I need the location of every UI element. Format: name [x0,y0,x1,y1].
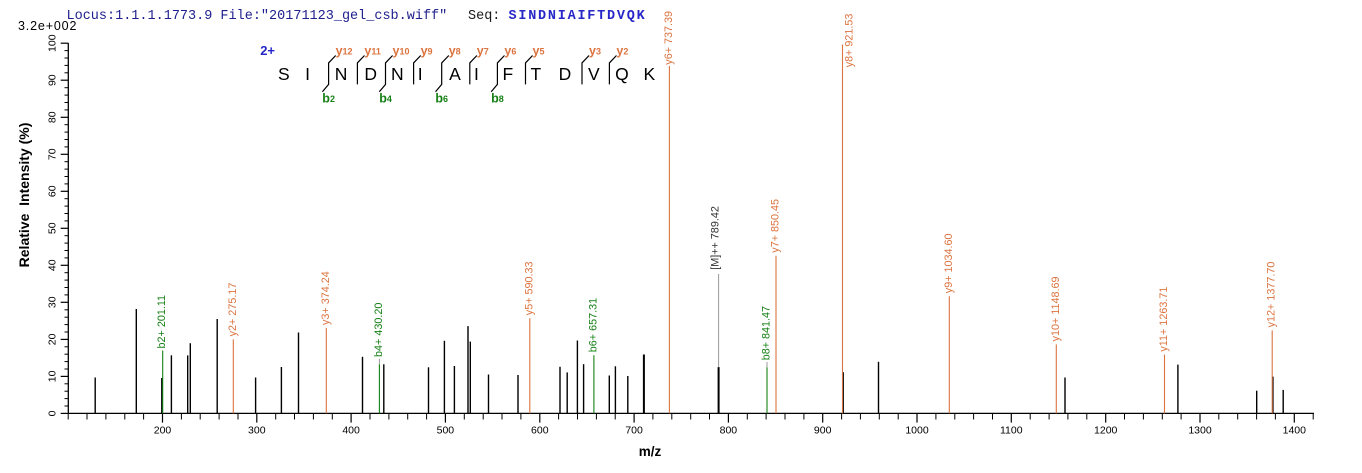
svg-text:y9+ 1034.60: y9+ 1034.60 [943,233,955,293]
svg-text:y8+ 921.53: y8+ 921.53 [844,14,856,68]
svg-text:SINDNIAIFTDVQK: SINDNIAIFTDVQK [509,9,647,24]
svg-text:[M]++ 789.42: [M]++ 789.42 [709,206,721,270]
svg-text:T: T [531,64,542,84]
svg-text:m/z: m/z [639,444,662,459]
svg-text:Locus:1.1.1.1773.9 File:"20171: Locus:1.1.1.1773.9 File:"20171123_gel_cs… [67,9,448,24]
svg-text:y2: y2 [616,44,628,58]
svg-text:3.2e+002: 3.2e+002 [18,19,77,33]
svg-text:Seq:: Seq: [468,9,500,24]
svg-text:y6+ 737.39: y6+ 737.39 [663,11,675,65]
svg-text:10: 10 [47,370,59,382]
svg-text:N: N [335,64,348,84]
svg-text:b6: b6 [435,92,448,106]
svg-text:y5: y5 [533,44,545,58]
svg-text:1200: 1200 [1094,425,1118,437]
svg-text:y5+ 590.33: y5+ 590.33 [523,261,535,315]
svg-text:y7+ 850.45: y7+ 850.45 [770,199,782,253]
svg-text:300: 300 [248,425,266,437]
svg-text:b4: b4 [379,92,392,106]
svg-text:b8+ 841.47: b8+ 841.47 [761,306,773,360]
svg-text:200: 200 [154,425,172,437]
svg-text:500: 500 [437,425,455,437]
svg-text:80: 80 [47,111,59,123]
svg-text:Q: Q [615,64,629,84]
svg-text:N: N [391,64,404,84]
svg-text:K: K [643,64,655,84]
svg-text:70: 70 [47,148,59,160]
svg-text:y11: y11 [364,44,380,58]
svg-text:1300: 1300 [1188,425,1212,437]
svg-text:I: I [418,64,423,84]
svg-text:b2: b2 [322,92,335,106]
svg-text:y3: y3 [589,44,601,58]
svg-text:1400: 1400 [1283,425,1307,437]
svg-text:y3+ 374.24: y3+ 374.24 [320,271,332,325]
svg-text:1100: 1100 [1000,425,1023,437]
svg-text:900: 900 [814,425,832,437]
svg-text:b6+ 657.31: b6+ 657.31 [587,298,599,352]
svg-text:I: I [474,64,479,84]
svg-text:50: 50 [47,222,59,234]
svg-text:y12: y12 [336,44,353,58]
svg-text:y11+ 1263.71: y11+ 1263.71 [1158,287,1170,352]
svg-text:b8: b8 [491,92,504,106]
svg-text:A: A [449,64,461,84]
svg-text:400: 400 [342,425,360,437]
svg-text:b2+ 201.11: b2+ 201.11 [156,295,168,349]
svg-text:600: 600 [531,425,549,437]
svg-text:0: 0 [47,410,59,416]
svg-text:V: V [588,64,600,84]
svg-text:y9: y9 [421,44,433,58]
svg-text:800: 800 [720,425,738,437]
svg-text:40: 40 [47,259,59,271]
svg-text:y6: y6 [504,44,516,58]
svg-text:b4+ 430.20: b4+ 430.20 [373,303,385,357]
svg-text:90: 90 [47,74,59,86]
svg-text:100: 100 [47,34,59,52]
svg-text:y8: y8 [449,44,461,58]
svg-text:1000: 1000 [905,425,929,437]
svg-text:y7: y7 [477,44,489,58]
svg-text:S: S [278,64,290,84]
svg-text:y10+ 1148.69: y10+ 1148.69 [1050,276,1062,341]
svg-text:60: 60 [47,185,59,197]
svg-text:D: D [364,64,377,84]
svg-text:y10: y10 [393,44,410,58]
svg-text:20: 20 [47,333,59,345]
svg-text:y2+ 275.17: y2+ 275.17 [227,283,239,337]
svg-text:y12+ 1377.70: y12+ 1377.70 [1266,262,1278,328]
svg-text:2+: 2+ [260,43,275,58]
svg-text:Relative Intensity (%): Relative Intensity (%) [16,123,32,268]
svg-text:D: D [559,64,572,84]
svg-text:I: I [305,64,310,84]
svg-text:F: F [502,64,513,84]
svg-text:30: 30 [47,296,59,308]
svg-text:700: 700 [625,425,643,437]
